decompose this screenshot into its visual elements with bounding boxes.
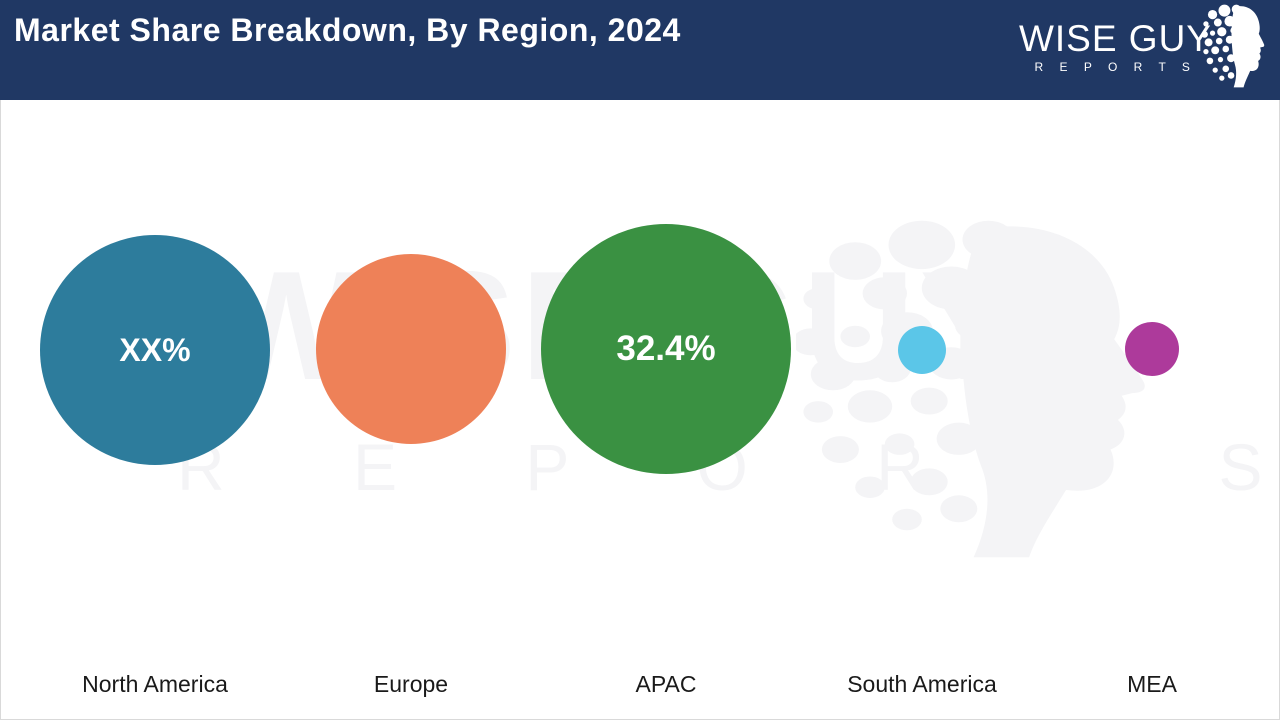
- bubble-mea: [1125, 322, 1179, 376]
- region-label-europe: Europe: [373, 671, 449, 697]
- wise-guy-head-icon: [1202, 4, 1265, 88]
- wise-guy-logo: WISE GUY R E P O R T S: [1019, 4, 1268, 90]
- page-title: Market Share Breakdown, By Region, 2024: [14, 12, 681, 48]
- logo-text: WISE GUY R E P O R T S: [1019, 20, 1212, 74]
- logo-wordmark: WISE GUY: [1018, 18, 1212, 59]
- region-label-apac: APAC: [635, 671, 697, 697]
- bubble-value-label: 32.4%: [616, 329, 716, 368]
- region-label-north-america: North America: [82, 671, 228, 697]
- bubble-apac: 32.4%: [541, 224, 791, 474]
- region-label-mea: MEA: [1127, 671, 1177, 697]
- chart-area: WISE GUY R E P O R T S XX%North AmericaE…: [0, 100, 1280, 720]
- region-label-south-america: South America: [847, 671, 997, 697]
- watermark-head-icon: [796, 220, 1145, 558]
- header-bar: Market Share Breakdown, By Region, 2024 …: [0, 0, 1280, 100]
- bubble-europe: [316, 254, 506, 444]
- logo-subtitle: R E P O R T S: [1034, 60, 1197, 74]
- bubble-north-america: XX%: [40, 235, 270, 465]
- bubble-south-america: [898, 326, 946, 374]
- bubble-value-label: XX%: [119, 331, 191, 368]
